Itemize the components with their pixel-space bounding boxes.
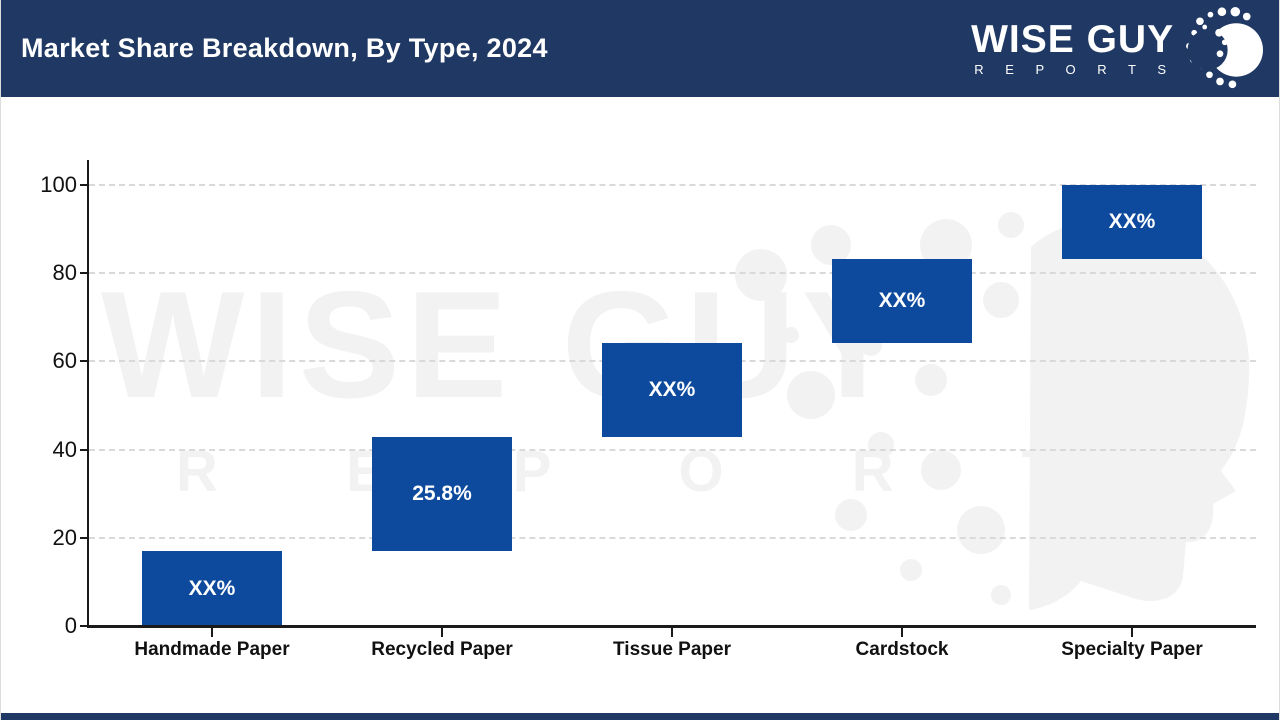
footer-brand-strip [1,713,1279,720]
brand-logo-line1: WISE GUY [971,18,1175,61]
y-tick-label: 0 [64,613,77,638]
bar-segment: XX% [1062,185,1202,259]
y-axis-line [87,160,89,627]
category-label: Recycled Paper [371,639,513,660]
face-profile-dots-icon [1186,6,1263,88]
bar-segment: XX% [142,551,282,626]
x-tick-mark [671,628,673,637]
bar-value-label: XX% [1108,209,1156,233]
y-tick-mark [80,184,89,186]
category-label: Cardstock [855,639,949,660]
y-tick-mark [80,360,89,363]
bar-value-label: XX% [188,576,236,600]
x-tick-mark [901,628,903,637]
page-title: Market Share Breakdown, By Type, 2024 [21,33,548,63]
category-label: Specialty Paper [1061,639,1203,660]
x-tick-mark [441,628,443,637]
brand-logo: WISE GUY R E P O R T S [970,5,1263,93]
brand-logo-line2: R E P O R T S [974,62,1175,77]
x-tick-mark [211,628,213,637]
y-gridline [89,448,1256,451]
y-tick-label: 80 [52,260,77,286]
y-tick-label: 100 [40,172,77,197]
x-tick-mark [1131,628,1133,637]
y-tick-label: 60 [52,348,77,374]
watermark-face-profile-icon [735,212,1250,610]
bar-segment: 25.8% [372,437,512,552]
y-gridline [89,536,1256,539]
brand-logo-text: WISE GUY R E P O R T S [970,20,1175,77]
bar-value-label: 25.8% [412,482,472,506]
x-axis-line [87,625,1256,628]
bar-segment: XX% [602,342,742,438]
header-bar: Market Share Breakdown, By Type, 2024 WI… [1,0,1279,97]
bar-value-label: XX% [878,288,926,312]
y-gridline [89,272,1256,275]
y-tick-mark [80,536,89,539]
y-tick-mark [80,448,89,451]
bar-value-label: XX% [648,378,696,402]
y-tick-mark [80,272,89,275]
category-label: Handmade Paper [134,639,290,660]
y-tick-label: 40 [52,436,77,462]
y-gridline [89,184,1256,186]
y-tick-mark [80,625,89,627]
y-tick-label: 20 [52,524,77,550]
bar-segment: XX% [832,258,972,343]
category-label: Tissue Paper [613,639,731,660]
